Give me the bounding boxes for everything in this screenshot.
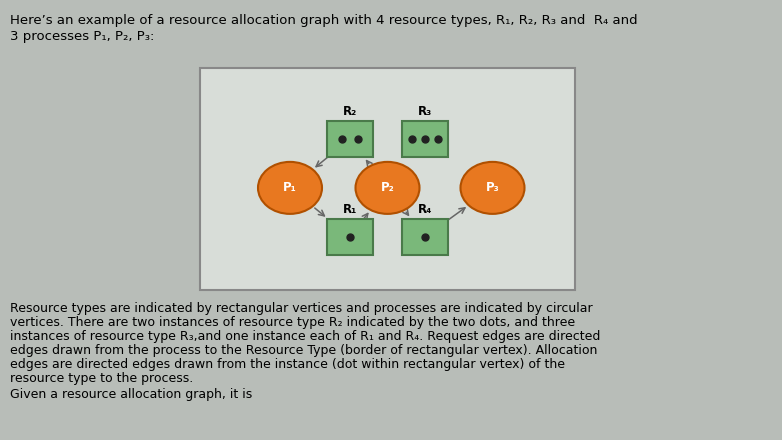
Text: P₁: P₁	[283, 181, 297, 194]
Text: instances of resource type R₃,and one instance each of R₁ and R₄. Request edges : instances of resource type R₃,and one in…	[10, 330, 601, 343]
Text: P₂: P₂	[381, 181, 394, 194]
Bar	[200, 68, 575, 290]
Ellipse shape	[356, 162, 419, 214]
Text: P₃: P₃	[486, 181, 500, 194]
Bar	[327, 121, 373, 157]
Bar	[327, 219, 373, 255]
Text: Resource types are indicated by rectangular vertices and processes are indicated: Resource types are indicated by rectangu…	[10, 302, 593, 315]
Text: 3 processes P₁, P₂, P₃:: 3 processes P₁, P₂, P₃:	[10, 30, 154, 43]
Ellipse shape	[461, 162, 525, 214]
Text: R₁: R₁	[343, 203, 357, 216]
Text: resource type to the process.: resource type to the process.	[10, 372, 193, 385]
Bar	[402, 121, 448, 157]
Text: Given a resource allocation graph, it is: Given a resource allocation graph, it is	[10, 388, 253, 401]
Text: vertices. There are two instances of resource type R₂ indicated by the two dots,: vertices. There are two instances of res…	[10, 316, 575, 329]
Text: R₃: R₃	[418, 105, 432, 118]
Text: edges drawn from the process to the Resource Type (border of rectangular vertex): edges drawn from the process to the Reso…	[10, 344, 597, 357]
Ellipse shape	[258, 162, 322, 214]
Text: R₄: R₄	[418, 203, 432, 216]
Text: Here’s an example of a resource allocation graph with 4 resource types, R₁, R₂, : Here’s an example of a resource allocati…	[10, 14, 637, 27]
Text: R₂: R₂	[343, 105, 357, 118]
Bar	[402, 219, 448, 255]
Text: edges are directed edges drawn from the instance (dot within rectangular vertex): edges are directed edges drawn from the …	[10, 358, 565, 371]
